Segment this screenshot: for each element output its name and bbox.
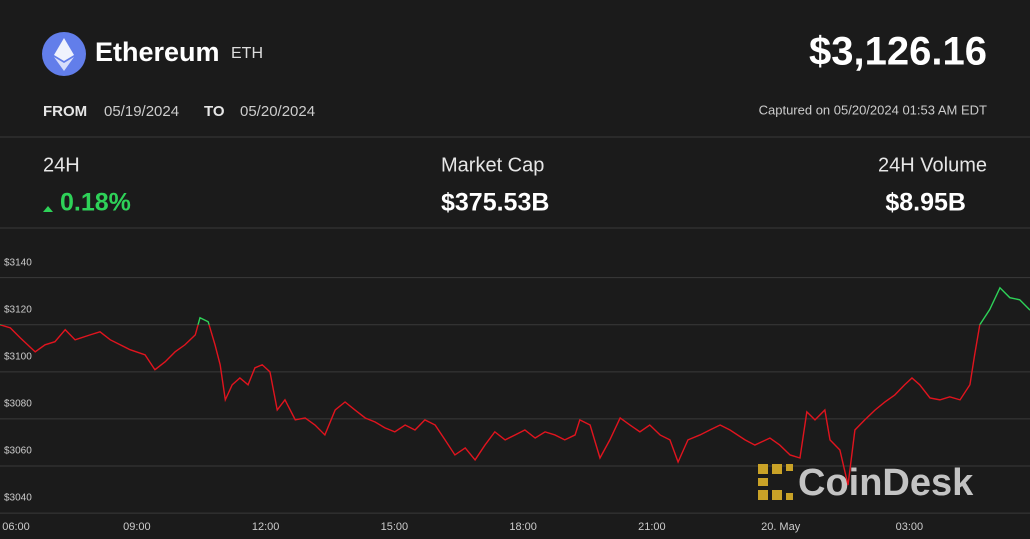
- price: $3,126.16: [809, 30, 987, 74]
- x-tick-label: 15:00: [381, 521, 409, 533]
- price-line: [0, 324, 981, 486]
- stat-label: 24H Volume: [878, 154, 987, 176]
- y-tick-label: $3080: [4, 399, 32, 410]
- y-tick-label: $3040: [4, 493, 32, 504]
- to-date: 05/20/2024: [240, 103, 315, 120]
- y-tick-label: $3120: [4, 304, 32, 315]
- stat-value: $8.95B: [885, 189, 966, 217]
- plot: 06:00 09:00 12:00 15:00 18:00 21:00 20. May 03:…: [0, 286, 1030, 533]
- x-tick-label: 12:00: [252, 521, 280, 533]
- y-tick-label: $3100: [4, 351, 32, 362]
- y-tick-label: $3140: [4, 257, 32, 268]
- logo: [42, 32, 86, 76]
- y-tick-label: $3060: [4, 446, 32, 457]
- x-tick-label: 18:00: [509, 521, 537, 533]
- x-tick-label: 06:00: [2, 521, 30, 533]
- watermark-icon: [758, 464, 793, 500]
- from-date: 05/19/2024: [104, 103, 179, 120]
- captured: Captured on 05/20/2024 01:53 AM EDT: [759, 102, 987, 117]
- from-label: FROM: [43, 103, 87, 120]
- x-tick-label: 21:00: [638, 521, 666, 533]
- x-tick-label: 09:00: [123, 521, 151, 533]
- asset-name: Ethereum: [95, 37, 220, 67]
- up-arrow: [43, 206, 53, 212]
- x-tick-label: 03:00: [896, 521, 924, 533]
- stat-label: Market Cap: [441, 154, 544, 176]
- grid: $3040 $3060 $3080 $3100 $3120 $3140: [0, 257, 1030, 514]
- stat-label: 24H: [43, 154, 80, 176]
- to-label: TO: [204, 103, 225, 120]
- stat-value: $375.53B: [441, 189, 549, 217]
- x-tick-label: 20. May: [761, 521, 801, 533]
- stat-value: 0.18%: [60, 189, 131, 217]
- watermark: CoinDesk: [798, 462, 974, 504]
- asset-symbol: ETH: [231, 45, 263, 62]
